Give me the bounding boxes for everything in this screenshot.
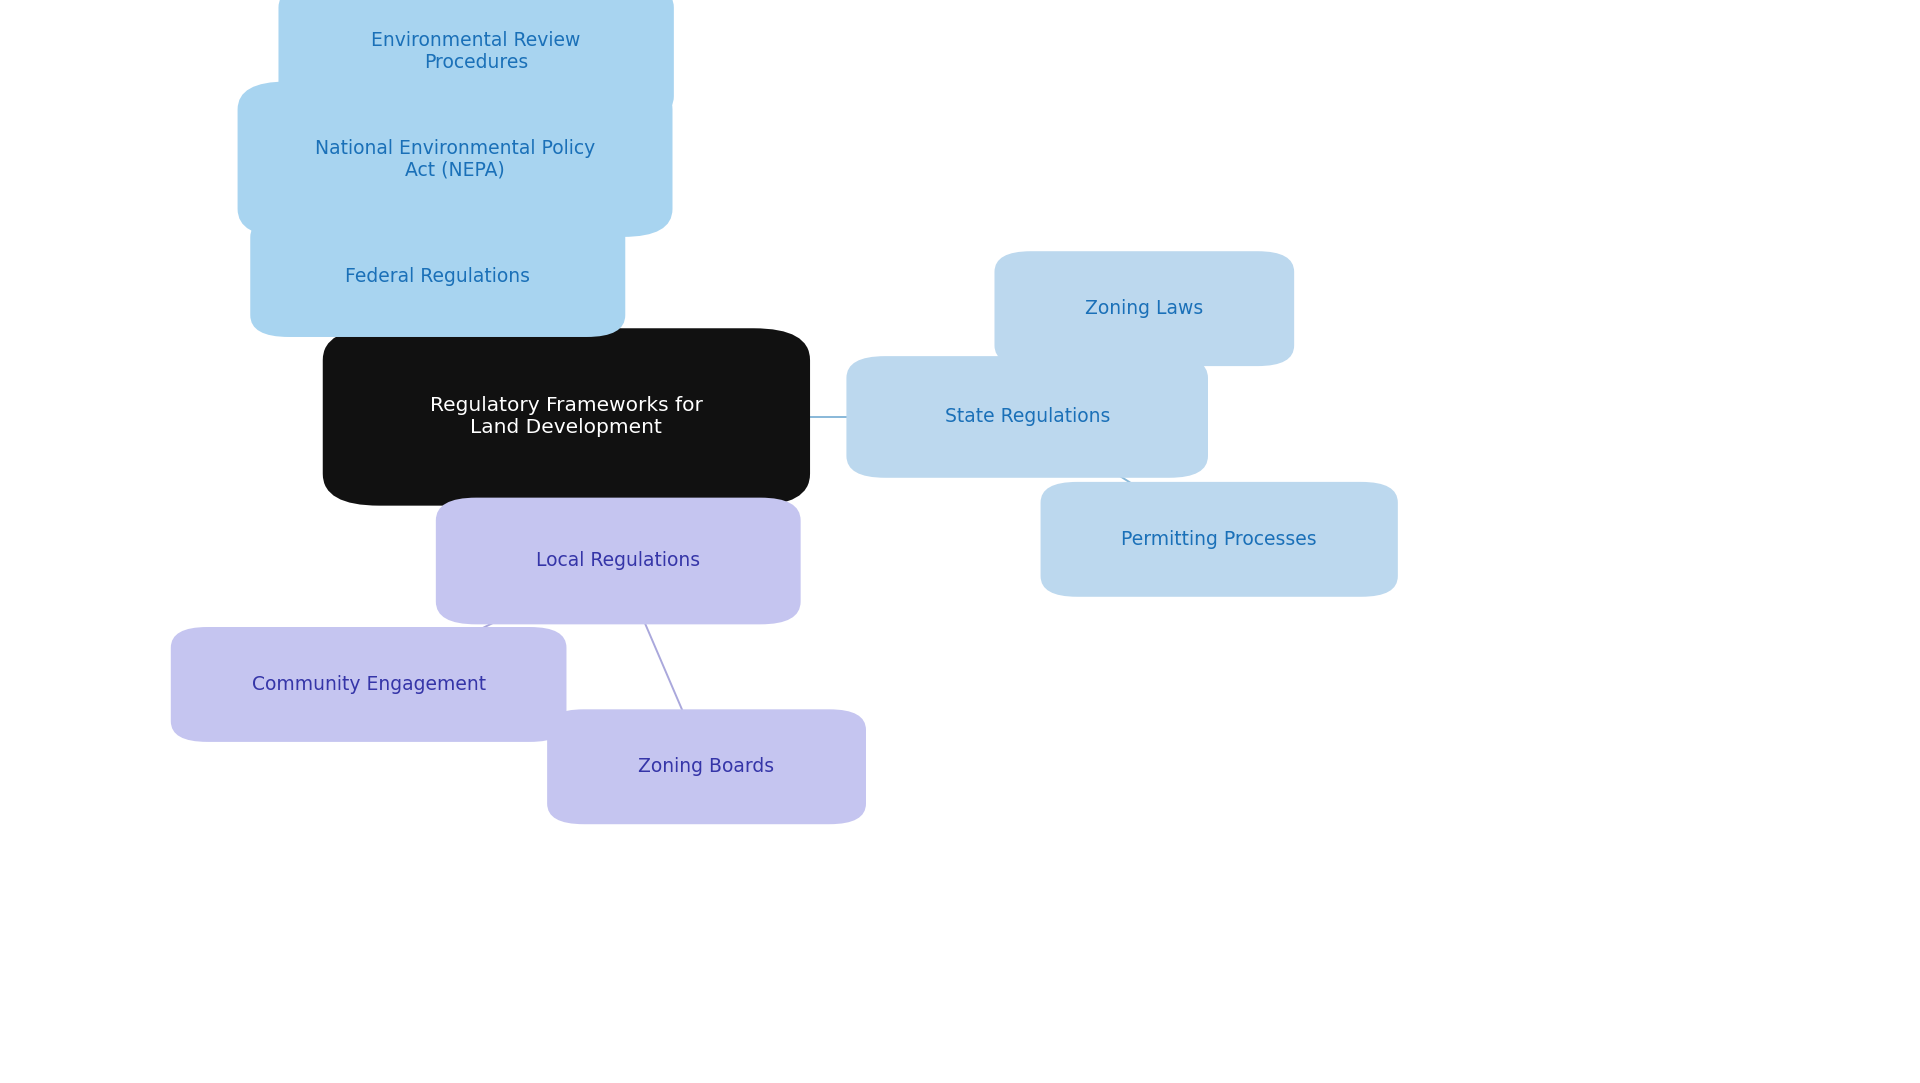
Text: Local Regulations: Local Regulations [536,551,701,571]
Text: Environmental Review
Procedures: Environmental Review Procedures [371,31,582,73]
FancyBboxPatch shape [1041,482,1398,597]
FancyBboxPatch shape [250,216,626,337]
FancyBboxPatch shape [323,328,810,506]
FancyBboxPatch shape [436,498,801,624]
Text: National Environmental Policy
Act (NEPA): National Environmental Policy Act (NEPA) [315,139,595,180]
Text: Permitting Processes: Permitting Processes [1121,530,1317,549]
FancyBboxPatch shape [995,251,1294,366]
FancyBboxPatch shape [547,709,866,824]
FancyBboxPatch shape [847,356,1208,478]
Text: Zoning Laws: Zoning Laws [1085,299,1204,318]
Text: State Regulations: State Regulations [945,407,1110,427]
Text: Federal Regulations: Federal Regulations [346,266,530,286]
FancyBboxPatch shape [278,0,674,121]
FancyBboxPatch shape [171,627,566,742]
Text: Community Engagement: Community Engagement [252,675,486,694]
Text: Zoning Boards: Zoning Boards [639,757,774,777]
Text: Regulatory Frameworks for
Land Development: Regulatory Frameworks for Land Developme… [430,396,703,438]
FancyBboxPatch shape [238,81,672,237]
